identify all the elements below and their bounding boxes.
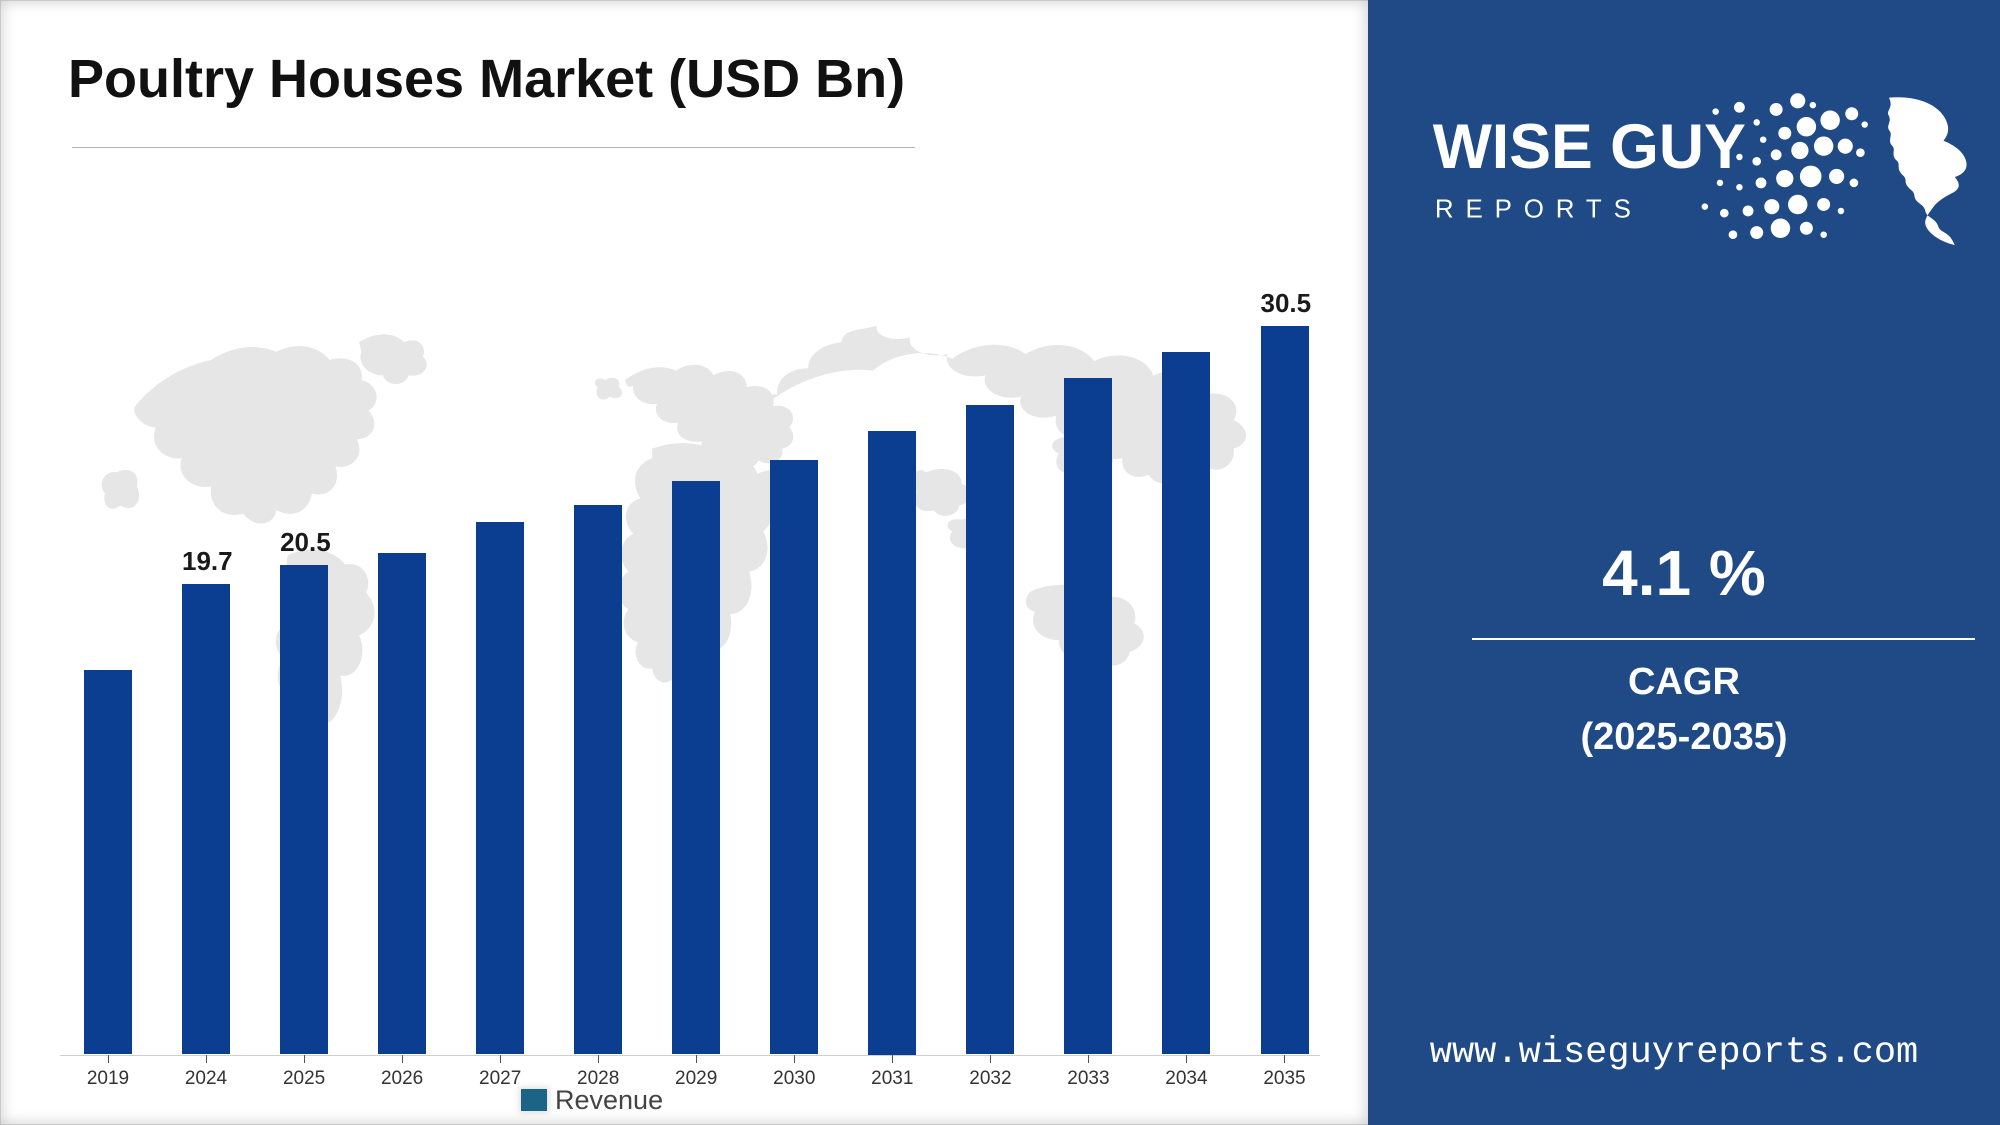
svg-text:REPORTS: REPORTS	[1435, 195, 1643, 223]
svg-text:WISE GUY: WISE GUY	[1433, 112, 1746, 182]
